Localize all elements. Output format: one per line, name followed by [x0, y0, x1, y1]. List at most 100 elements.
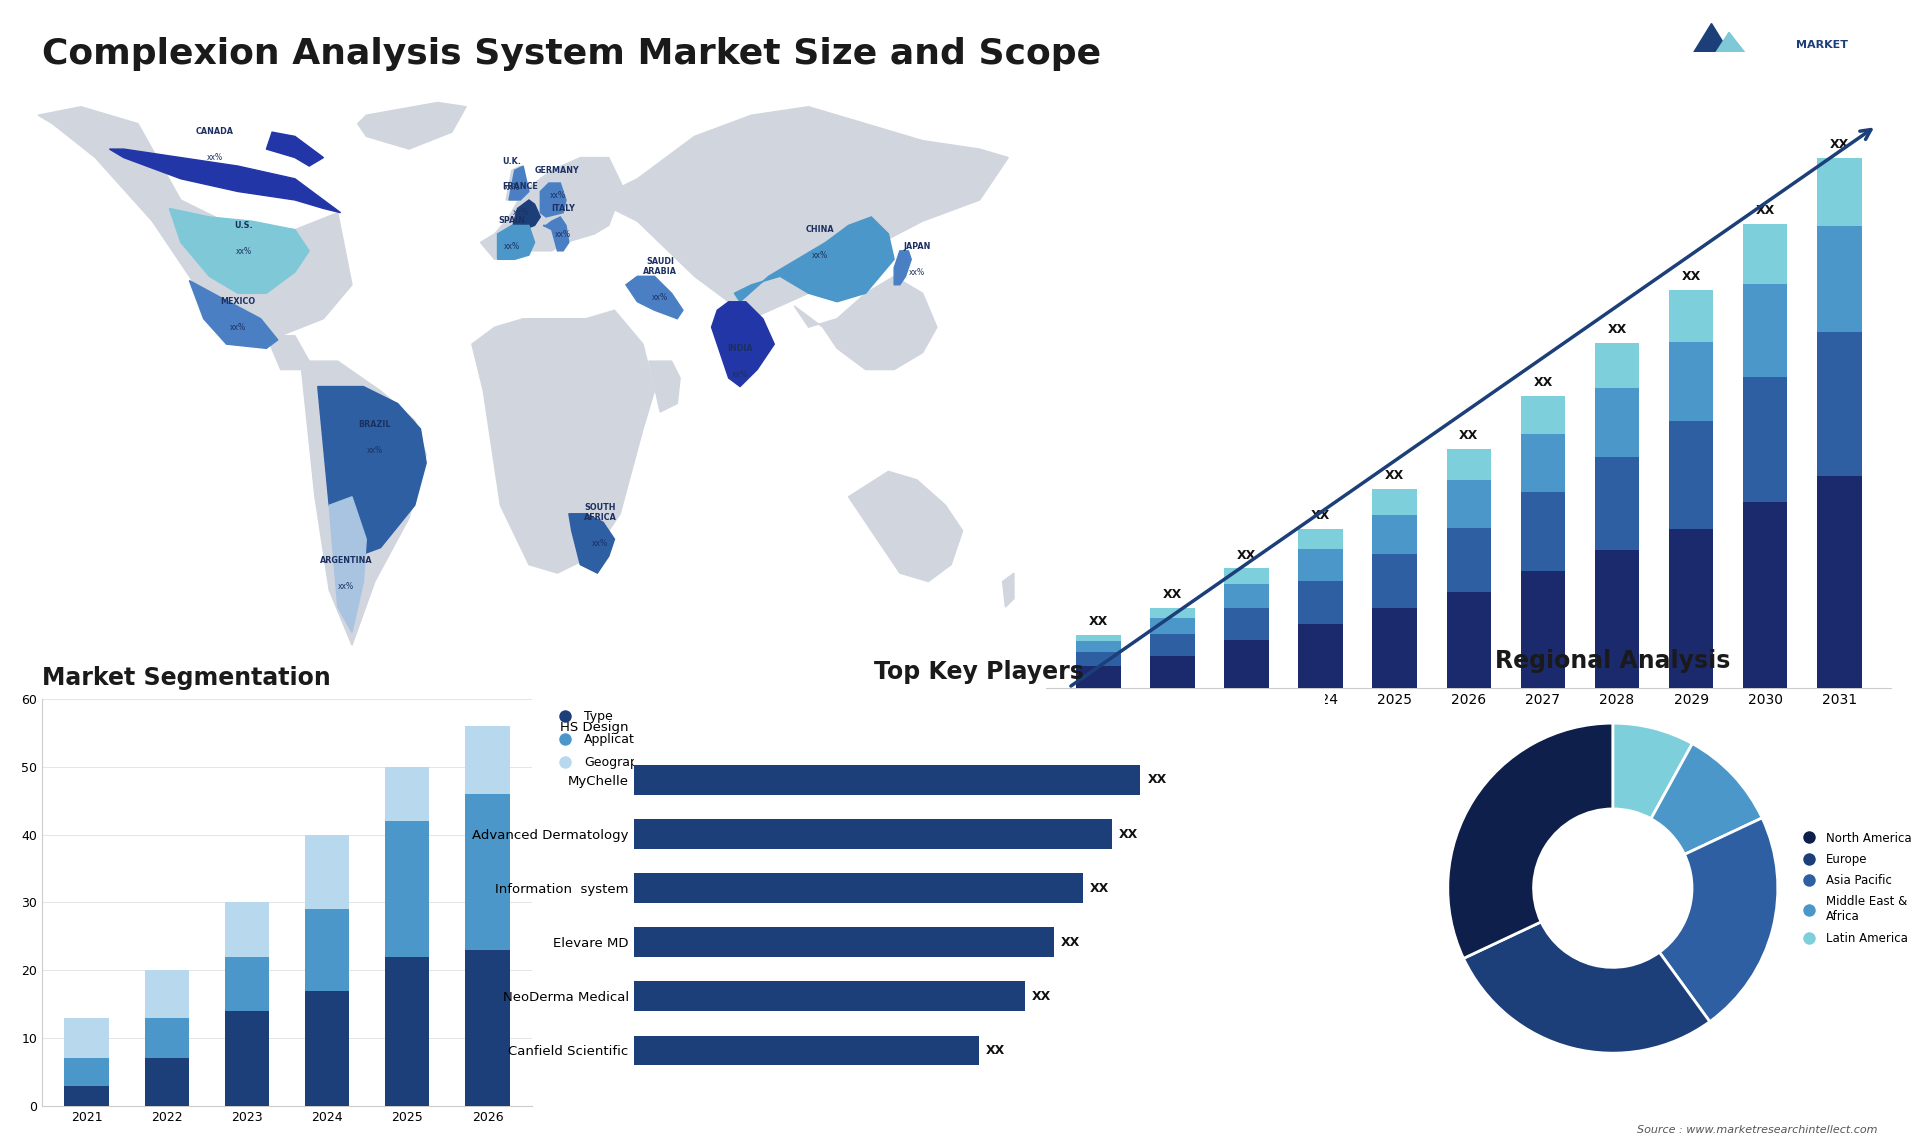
Bar: [465, 727, 509, 794]
Text: GERMANY: GERMANY: [536, 165, 580, 174]
Bar: [1225, 639, 1269, 688]
Text: xx%: xx%: [338, 582, 355, 590]
Text: xx%: xx%: [230, 323, 246, 332]
Text: XX: XX: [1607, 323, 1626, 337]
Bar: [1521, 571, 1565, 688]
Bar: [1298, 549, 1342, 581]
Text: XX: XX: [1830, 138, 1849, 151]
Bar: [144, 1059, 188, 1106]
Bar: [1596, 387, 1640, 457]
Bar: [1075, 642, 1121, 652]
Text: BRAZIL: BRAZIL: [359, 419, 392, 429]
Polygon shape: [480, 158, 624, 259]
Bar: [465, 950, 509, 1106]
Polygon shape: [38, 107, 351, 336]
Polygon shape: [626, 276, 684, 319]
Text: INDIA: INDIA: [728, 344, 753, 353]
Text: xx%: xx%: [207, 154, 223, 163]
Bar: [634, 1036, 979, 1066]
Bar: [1373, 609, 1417, 688]
Legend: Type, Application, Geography: Type, Application, Geography: [547, 705, 659, 775]
Text: XX: XX: [1119, 827, 1139, 840]
Bar: [1743, 502, 1788, 688]
Text: XX: XX: [1459, 430, 1478, 442]
Polygon shape: [540, 183, 566, 217]
Text: XX: XX: [1062, 936, 1081, 949]
Bar: [1596, 457, 1640, 550]
Bar: [65, 1059, 109, 1085]
Bar: [465, 794, 509, 950]
Text: SAUDI
ARABIA: SAUDI ARABIA: [643, 257, 678, 276]
Text: xx%: xx%: [549, 191, 566, 201]
Text: MARKET: MARKET: [1797, 40, 1849, 50]
Polygon shape: [795, 276, 937, 369]
Bar: [1446, 528, 1492, 592]
Text: XX: XX: [1384, 469, 1404, 482]
Polygon shape: [1002, 573, 1014, 607]
Text: JAPAN: JAPAN: [902, 242, 931, 251]
Bar: [386, 957, 430, 1106]
Polygon shape: [497, 226, 534, 259]
Bar: [1150, 656, 1194, 688]
Polygon shape: [509, 166, 528, 199]
Polygon shape: [513, 199, 540, 229]
Polygon shape: [319, 386, 426, 556]
Bar: [634, 981, 1025, 1011]
Polygon shape: [328, 496, 367, 633]
Text: XX: XX: [1089, 615, 1108, 628]
Bar: [305, 909, 349, 990]
Bar: [1743, 223, 1788, 284]
Text: xx%: xx%: [732, 369, 749, 378]
Text: xx%: xx%: [513, 209, 528, 218]
Polygon shape: [733, 217, 895, 301]
Text: INTELLECT: INTELLECT: [1797, 97, 1862, 108]
Bar: [1075, 635, 1121, 642]
Bar: [1225, 607, 1269, 639]
Bar: [225, 957, 269, 1011]
Bar: [1225, 583, 1269, 607]
Polygon shape: [267, 132, 323, 166]
Bar: [1816, 332, 1862, 476]
Polygon shape: [712, 301, 774, 386]
Polygon shape: [301, 361, 426, 645]
Text: XX: XX: [1236, 549, 1256, 562]
Text: Market Segmentation: Market Segmentation: [42, 666, 330, 690]
Bar: [1225, 568, 1269, 583]
Polygon shape: [895, 251, 912, 284]
Polygon shape: [357, 102, 467, 149]
Wedge shape: [1659, 818, 1778, 1021]
Bar: [225, 903, 269, 957]
Legend: North America, Europe, Asia Pacific, Middle East &
Africa, Latin America: North America, Europe, Asia Pacific, Mid…: [1791, 827, 1916, 949]
Bar: [634, 819, 1112, 849]
Text: CANADA: CANADA: [196, 127, 234, 136]
Bar: [65, 1018, 109, 1059]
Text: U.S.: U.S.: [234, 221, 253, 229]
Text: XX: XX: [1033, 990, 1052, 1003]
Text: Source : www.marketresearchintellect.com: Source : www.marketresearchintellect.com: [1638, 1124, 1878, 1135]
Text: xx%: xx%: [367, 446, 382, 455]
Text: U.K.: U.K.: [503, 157, 520, 166]
Bar: [634, 873, 1083, 903]
Polygon shape: [595, 107, 1008, 319]
Text: XX: XX: [1311, 509, 1331, 521]
Polygon shape: [109, 149, 340, 213]
Bar: [305, 834, 349, 909]
Bar: [225, 1011, 269, 1106]
Text: FRANCE: FRANCE: [503, 182, 538, 191]
Text: XX: XX: [1164, 588, 1183, 602]
Bar: [1743, 284, 1788, 377]
Bar: [1373, 555, 1417, 609]
Bar: [634, 766, 1140, 795]
Text: XX: XX: [1091, 881, 1110, 895]
Text: XX: XX: [1534, 376, 1553, 390]
Text: xx%: xx%: [908, 268, 925, 277]
Text: xx%: xx%: [503, 242, 520, 251]
Text: SPAIN: SPAIN: [499, 217, 526, 226]
Polygon shape: [472, 311, 655, 573]
Bar: [1816, 476, 1862, 688]
Text: XX: XX: [1755, 204, 1774, 218]
Text: XX: XX: [987, 1044, 1006, 1057]
Text: MEXICO: MEXICO: [221, 297, 255, 306]
Polygon shape: [1642, 23, 1782, 136]
Text: xx%: xx%: [236, 246, 252, 256]
